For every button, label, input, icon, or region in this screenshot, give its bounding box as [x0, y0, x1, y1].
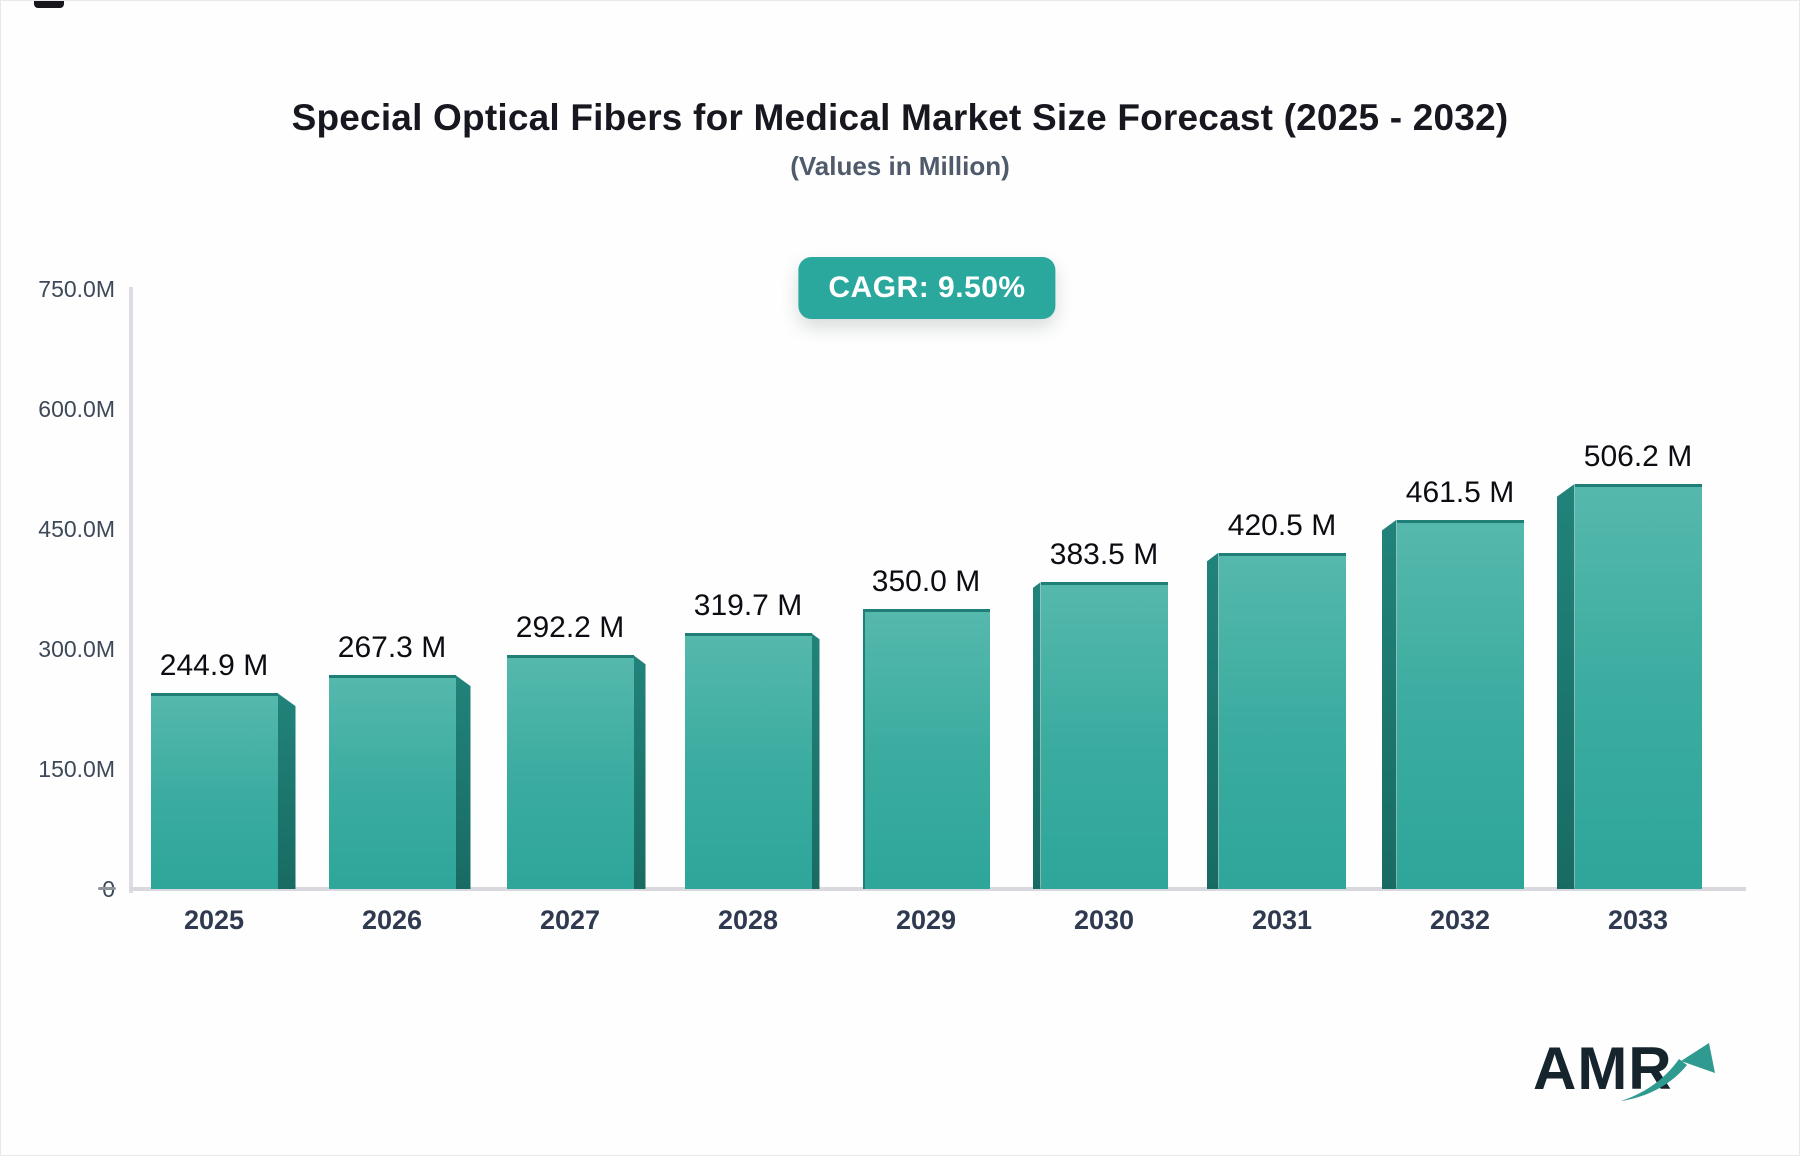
x-axis-line: [129, 887, 1746, 891]
bar-value-label: 383.5 M: [1049, 538, 1159, 572]
bar-side-3d: [1206, 552, 1219, 889]
bar-face: [1218, 552, 1346, 889]
bar-face: [1396, 519, 1524, 889]
bar-side-3d: [1032, 582, 1041, 889]
trend-arrow-icon: [1621, 1043, 1715, 1101]
bar-face: [1040, 582, 1168, 889]
bar-2033[interactable]: [1556, 484, 1702, 889]
chart-subtitle: (Values in Million): [790, 151, 1010, 181]
bar-2030[interactable]: [1032, 582, 1168, 889]
bar-2026[interactable]: [328, 675, 471, 889]
bar-value-label: 244.9 M: [159, 649, 269, 683]
y-axis-line: [129, 287, 133, 893]
bar-face: [506, 655, 634, 889]
chart-title: Special Optical Fibers for Medical Marke…: [291, 97, 1509, 138]
y-axis-tick-label: 450.0M: [38, 516, 115, 542]
zero-tick-mark: [98, 887, 116, 890]
bar-value-label: 267.3 M: [337, 631, 447, 665]
cagr-badge: CAGR: 9.50%: [798, 257, 1056, 319]
bar-side-3d: [811, 633, 820, 889]
bar-2029[interactable]: [862, 609, 990, 889]
y-axis-tick-label: 150.0M: [38, 756, 115, 782]
x-axis-label: 2031: [1251, 905, 1313, 935]
x-axis-label: 2028: [717, 905, 779, 935]
bar-side-3d: [455, 675, 471, 889]
bar-face: [328, 675, 456, 889]
x-axis-label: 2033: [1607, 905, 1669, 935]
bar-2027[interactable]: [506, 655, 646, 889]
y-axis-tick-label: 750.0M: [38, 276, 115, 302]
bar-2032[interactable]: [1381, 519, 1524, 889]
screenshot-edge-artifact: [34, 1, 64, 8]
amr-logo: AMR: [1533, 1037, 1723, 1117]
x-axis-label: 2026: [361, 905, 423, 935]
bar-side-3d: [633, 655, 646, 889]
bar-face: [862, 609, 990, 889]
bar-side-3d: [1381, 519, 1397, 889]
bar-value-label: 420.5 M: [1227, 508, 1337, 542]
y-axis-tick-label: 600.0M: [38, 396, 115, 422]
bar-side-3d: [277, 693, 296, 889]
bar-side-3d: [1556, 484, 1575, 889]
x-axis-label: 2032: [1429, 905, 1491, 935]
x-axis-label: 2029: [895, 905, 957, 935]
bar-face: [1574, 484, 1702, 889]
y-axis-tick-label: 300.0M: [38, 636, 115, 662]
x-axis-label: 2030: [1073, 905, 1135, 935]
bar-value-label: 292.2 M: [515, 611, 625, 645]
x-axis-label: 2025: [183, 905, 245, 935]
bar-2028[interactable]: [684, 633, 820, 889]
bar-face: [684, 633, 812, 889]
bar-face: [150, 693, 278, 889]
x-axis-label: 2027: [539, 905, 601, 935]
bar-value-label: 461.5 M: [1405, 475, 1515, 509]
bar-value-label: 506.2 M: [1583, 440, 1693, 474]
bar-2031[interactable]: [1206, 552, 1346, 889]
bar-value-label: 350.0 M: [871, 565, 981, 598]
bar-2025[interactable]: [150, 693, 296, 889]
bar-value-label: 319.7 M: [693, 589, 803, 623]
